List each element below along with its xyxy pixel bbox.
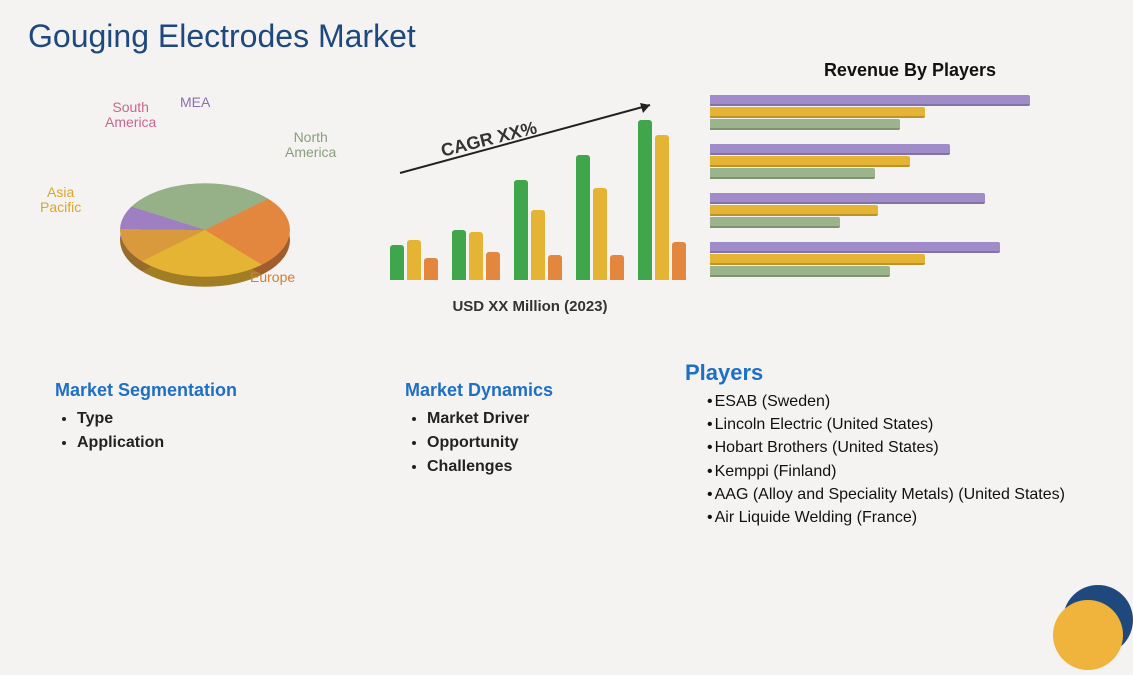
- bar: [548, 255, 562, 280]
- dynamics-item: Challenges: [427, 455, 553, 479]
- pie-slice-label: North America: [285, 130, 336, 161]
- bar-group: [452, 230, 500, 280]
- revenue-title: Revenue By Players: [710, 60, 1110, 81]
- bar-group: [390, 240, 438, 280]
- segmentation-list: TypeApplication: [55, 407, 237, 455]
- bar-area: [390, 115, 670, 280]
- revenue-bar: [710, 168, 875, 179]
- revenue-group: [710, 144, 1110, 179]
- bar: [655, 135, 669, 280]
- revenue-bar: [710, 254, 925, 265]
- revenue-bar: [710, 119, 900, 130]
- revenue-body: [710, 95, 1110, 277]
- revenue-bar: [710, 156, 910, 167]
- bar: [576, 155, 590, 280]
- revenue-bar: [710, 217, 840, 228]
- bar-group: [638, 120, 686, 280]
- segmentation-title: Market Segmentation: [55, 380, 237, 401]
- revenue-bar: [710, 95, 1030, 106]
- bar: [486, 252, 500, 280]
- pie-chart: [120, 183, 290, 277]
- dynamics-list: Market DriverOpportunityChallenges: [405, 407, 553, 479]
- revenue-bar: [710, 107, 925, 118]
- revenue-group: [710, 242, 1110, 277]
- players-list: ESAB (Sweden)Lincoln Electric (United St…: [685, 390, 1065, 529]
- revenue-bar: [710, 242, 1000, 253]
- corner-logo: [1053, 585, 1133, 675]
- dynamics-section: Market Dynamics Market DriverOpportunity…: [405, 380, 553, 479]
- revenue-bar: [710, 144, 950, 155]
- player-item: Kemppi (Finland): [707, 460, 1065, 483]
- bar: [638, 120, 652, 280]
- bar: [514, 180, 528, 280]
- cagr-bar-chart: CAGR XX% USD XX Million (2023): [380, 95, 680, 315]
- dynamics-title: Market Dynamics: [405, 380, 553, 401]
- pie-chart-region: North AmericaEuropeAsia PacificSouth Ame…: [50, 95, 350, 295]
- revenue-group: [710, 193, 1110, 228]
- segmentation-item: Application: [77, 431, 237, 455]
- page-title: Gouging Electrodes Market: [28, 18, 416, 55]
- bar-caption: USD XX Million (2023): [380, 298, 680, 315]
- bar: [672, 242, 686, 280]
- dynamics-item: Market Driver: [427, 407, 553, 431]
- bar: [452, 230, 466, 280]
- segmentation-item: Type: [77, 407, 237, 431]
- revenue-bar: [710, 266, 890, 277]
- bar-group: [514, 180, 562, 280]
- revenue-group: [710, 95, 1110, 130]
- bar: [469, 232, 483, 280]
- pie-slice-label: South America: [105, 100, 156, 131]
- logo-circle-front: [1053, 600, 1123, 670]
- bar-group: [576, 155, 624, 280]
- revenue-bar: [710, 205, 878, 216]
- player-item: AAG (Alloy and Speciality Metals) (Unite…: [707, 483, 1065, 506]
- dynamics-item: Opportunity: [427, 431, 553, 455]
- bar: [424, 258, 438, 280]
- segmentation-section: Market Segmentation TypeApplication: [55, 380, 237, 455]
- bar: [593, 188, 607, 280]
- players-section: Players ESAB (Sweden)Lincoln Electric (U…: [685, 360, 1065, 529]
- bar: [531, 210, 545, 280]
- player-item: Hobart Brothers (United States): [707, 436, 1065, 459]
- player-item: ESAB (Sweden): [707, 390, 1065, 413]
- player-item: Lincoln Electric (United States): [707, 413, 1065, 436]
- bar: [407, 240, 421, 280]
- bar: [610, 255, 624, 280]
- revenue-bar: [710, 193, 985, 204]
- revenue-chart: Revenue By Players: [710, 60, 1110, 291]
- players-title: Players: [685, 360, 1065, 386]
- player-item: Air Liquide Welding (France): [707, 506, 1065, 529]
- pie-slice-label: Asia Pacific: [40, 185, 81, 216]
- bar: [390, 245, 404, 280]
- pie-slice-label: Europe: [250, 270, 295, 285]
- pie-slice-label: MEA: [180, 95, 210, 110]
